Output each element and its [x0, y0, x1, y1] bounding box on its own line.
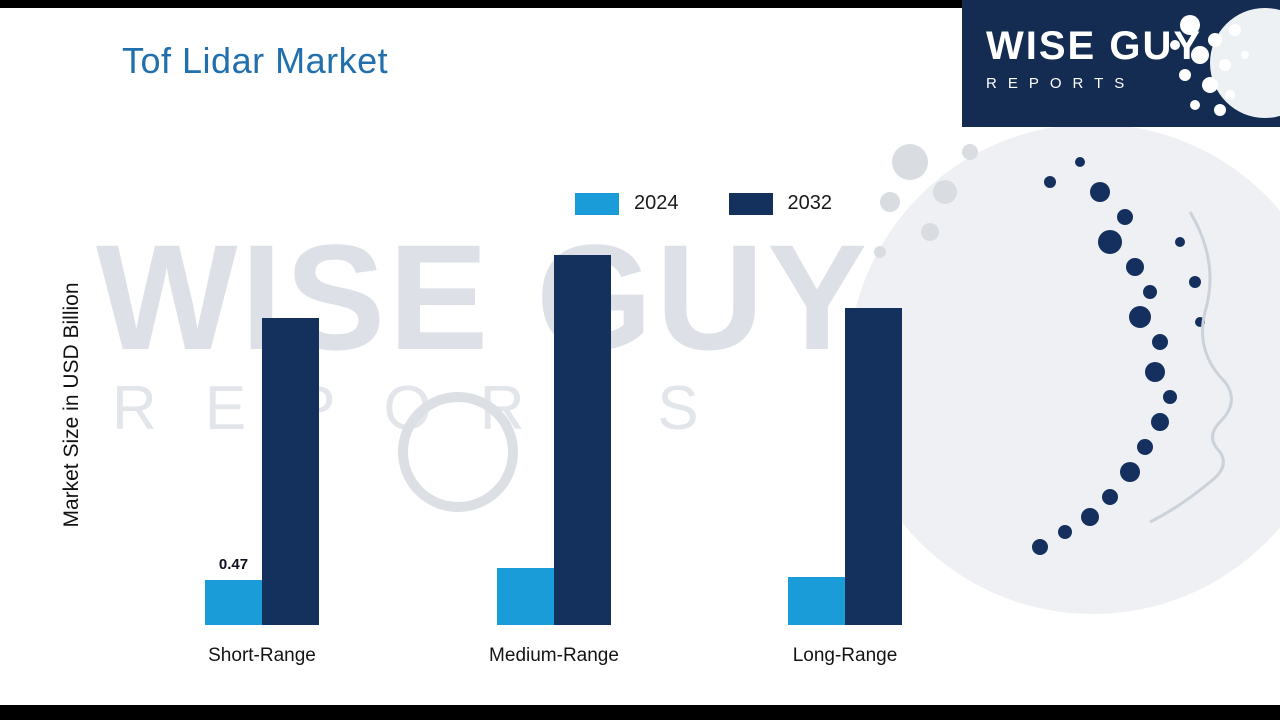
logo-wordmark: WISE GUY — [986, 24, 1203, 68]
bar-group-short-range: 0.47 Short-Range — [205, 318, 319, 666]
legend-swatch-2032 — [728, 192, 773, 215]
page-title: Tof Lidar Market — [122, 40, 389, 81]
legend-swatch-2024 — [575, 192, 619, 215]
watermark-ring — [398, 392, 518, 512]
category-label: Medium-Range — [489, 645, 619, 666]
bar-2024-short-range: 0.47 — [205, 556, 262, 625]
legend-label-2032: 2032 — [787, 192, 833, 214]
face-dots-graphic — [850, 124, 1280, 614]
bar-2032-short-range — [262, 318, 319, 625]
top-frame-bar — [0, 0, 1280, 8]
watermark-text-line1: WISE GUY — [96, 213, 871, 381]
legend-item-2024: 2024 — [575, 192, 679, 215]
logo-face-dots-icon — [1170, 8, 1280, 118]
category-label: Long-Range — [792, 645, 898, 666]
logo-text: WISE GUY REPORTS — [986, 26, 1202, 92]
legend: 2024 2032 — [575, 192, 832, 215]
legend-item-2032: 2032 — [728, 192, 833, 215]
y-axis-label: Market Size in USD Billion — [60, 282, 83, 528]
legend-label-2024: 2024 — [634, 192, 679, 214]
bar-group-long-range: Long-Range — [788, 308, 902, 666]
bar-2032-medium-range — [554, 255, 611, 625]
bar-2024-long-range — [788, 577, 845, 625]
wiseguy-logo: WISE GUY REPORTS — [962, 0, 1280, 127]
bar-group-medium-range: Medium-Range — [489, 255, 619, 666]
bottom-frame-bar — [0, 705, 1280, 720]
bar-2024-medium-range — [497, 568, 554, 625]
bar-2032-long-range — [845, 308, 902, 625]
logo-subtitle: REPORTS — [986, 75, 1136, 92]
bar-value-label: 0.47 — [218, 556, 249, 573]
category-label: Short-Range — [208, 645, 316, 666]
